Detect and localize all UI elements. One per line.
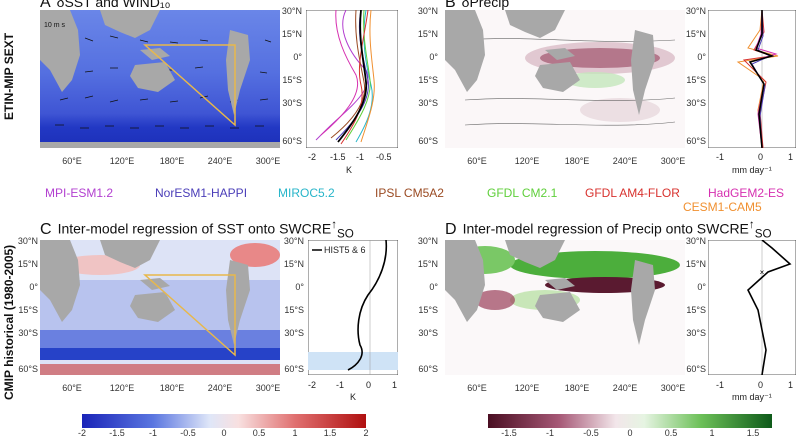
- panel-a-profile: [306, 10, 398, 148]
- land-masses: [445, 10, 655, 115]
- panel-b-profile: [708, 10, 796, 148]
- profile-line: [320, 10, 359, 136]
- svg-text:×: ×: [760, 268, 765, 277]
- se-pacific-box: [143, 274, 236, 357]
- shaded-band: [308, 352, 398, 370]
- legend-entry: HadGEM2-ES: [708, 186, 785, 200]
- profile-line: [360, 10, 375, 143]
- africa: [40, 10, 80, 92]
- colorbar-sst: [82, 414, 366, 428]
- antarctica: [40, 142, 280, 148]
- panel-c-profile: [308, 240, 398, 375]
- legend-entry: MPI-ESM1.2: [45, 186, 114, 200]
- profile-mean: [337, 10, 367, 143]
- precip-anomaly: [565, 72, 625, 88]
- profile-line: [751, 10, 772, 148]
- panel-a-map: [40, 10, 280, 148]
- panel-d-profile: ×: [708, 240, 796, 375]
- panel-c-map: [40, 240, 280, 375]
- legend-entry: NorESM1-HAPPI: [155, 186, 248, 200]
- precip-anomaly: [580, 98, 660, 122]
- panel-d-map: [445, 240, 685, 375]
- panel-b-map: [445, 10, 685, 148]
- panel-d-label: D Inter-model regression of Precip onto S…: [445, 218, 772, 241]
- panel-d-profile-unit: mm day⁻¹: [732, 392, 772, 402]
- sst-anomaly: [40, 364, 280, 375]
- legend-entry: GFDL AM4-FLOR: [585, 186, 680, 200]
- panel-c-label: C Inter-model regression of SST onto SWCR…: [40, 218, 354, 241]
- legend-entry: GFDL CM2.1: [487, 186, 558, 200]
- profile-line: [340, 10, 369, 145]
- precip-anomaly: [475, 290, 515, 310]
- land-masses: [40, 240, 250, 345]
- sst-anomaly: [40, 348, 280, 360]
- legend-entry: CESM1-CAM5: [683, 200, 762, 214]
- south-america: [226, 30, 250, 115]
- panel-b-profile-unit: mm day⁻¹: [732, 165, 772, 175]
- legend-entry: IPSL CM5A2: [375, 186, 444, 200]
- asia: [100, 10, 160, 38]
- profile-c-legend: HIST5 & 6: [324, 245, 366, 255]
- colorbar-precip: [488, 414, 772, 428]
- row-label-top: ETIN-MIP SEXT: [2, 32, 16, 120]
- profile-line: [330, 10, 366, 139]
- legend-entry: MIROC5.2: [278, 186, 335, 200]
- sst-anomaly: [230, 243, 280, 267]
- australia: [130, 62, 175, 92]
- land-masses: [445, 240, 655, 345]
- profile-line: [747, 240, 792, 375]
- panel-c-profile-unit: K: [350, 392, 357, 402]
- wind-scale-label: 10 m s: [44, 22, 66, 29]
- profile-line: [347, 240, 388, 371]
- panel-a-profile-unit: K: [346, 165, 353, 175]
- model-legend: MPI-ESM1.2 NorESM1-HAPPI MIROC5.2 IPSL C…: [45, 186, 800, 204]
- se-pacific-box: [143, 44, 236, 127]
- profile-mean: [748, 10, 775, 148]
